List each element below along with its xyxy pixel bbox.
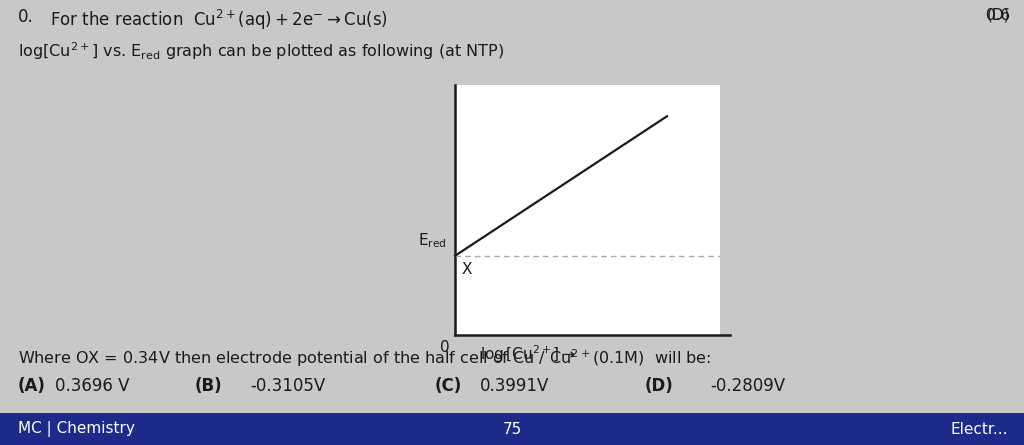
Text: -0.3105V: -0.3105V (250, 377, 326, 395)
Text: X: X (462, 262, 472, 277)
Text: (D): (D) (645, 377, 674, 395)
Text: 0.3696 V: 0.3696 V (55, 377, 129, 395)
Text: (A): (A) (18, 377, 46, 395)
Text: Electr...: Electr... (950, 421, 1008, 437)
Text: $\log\left[\mathrm{Cu^{2+}}\right] \rightarrow$: $\log\left[\mathrm{Cu^{2+}}\right] \righ… (480, 343, 575, 365)
Text: (C): (C) (435, 377, 462, 395)
Text: Where OX = 0.34V then electrode potential of the half cell of Cu / $\mathrm{Cu^{: Where OX = 0.34V then electrode potentia… (18, 347, 712, 369)
Text: 0.3991V: 0.3991V (480, 377, 549, 395)
Text: (D): (D) (986, 8, 1010, 23)
Text: MC | Chemistry: MC | Chemistry (18, 421, 135, 437)
Text: 75: 75 (503, 421, 521, 437)
Text: 0.6: 0.6 (942, 8, 1010, 23)
Text: 0: 0 (440, 340, 450, 355)
Text: $\mathrm{E_{red}}$: $\mathrm{E_{red}}$ (419, 231, 447, 250)
Text: For the reaction  $\mathrm{Cu^{2+}(aq) + 2e^{-} \rightarrow Cu(s)}$: For the reaction $\mathrm{Cu^{2+}(aq) + … (50, 8, 388, 32)
Text: $\mathrm{log[Cu^{2+}]}$ vs. $\mathrm{E_{red}}$ graph can be plotted as following: $\mathrm{log[Cu^{2+}]}$ vs. $\mathrm{E_{… (18, 40, 504, 62)
Text: -0.2809V: -0.2809V (710, 377, 785, 395)
Text: (B): (B) (195, 377, 222, 395)
Text: 0.: 0. (18, 8, 34, 26)
Bar (0, 413, 1024, 445)
Bar (455, 85, 720, 335)
